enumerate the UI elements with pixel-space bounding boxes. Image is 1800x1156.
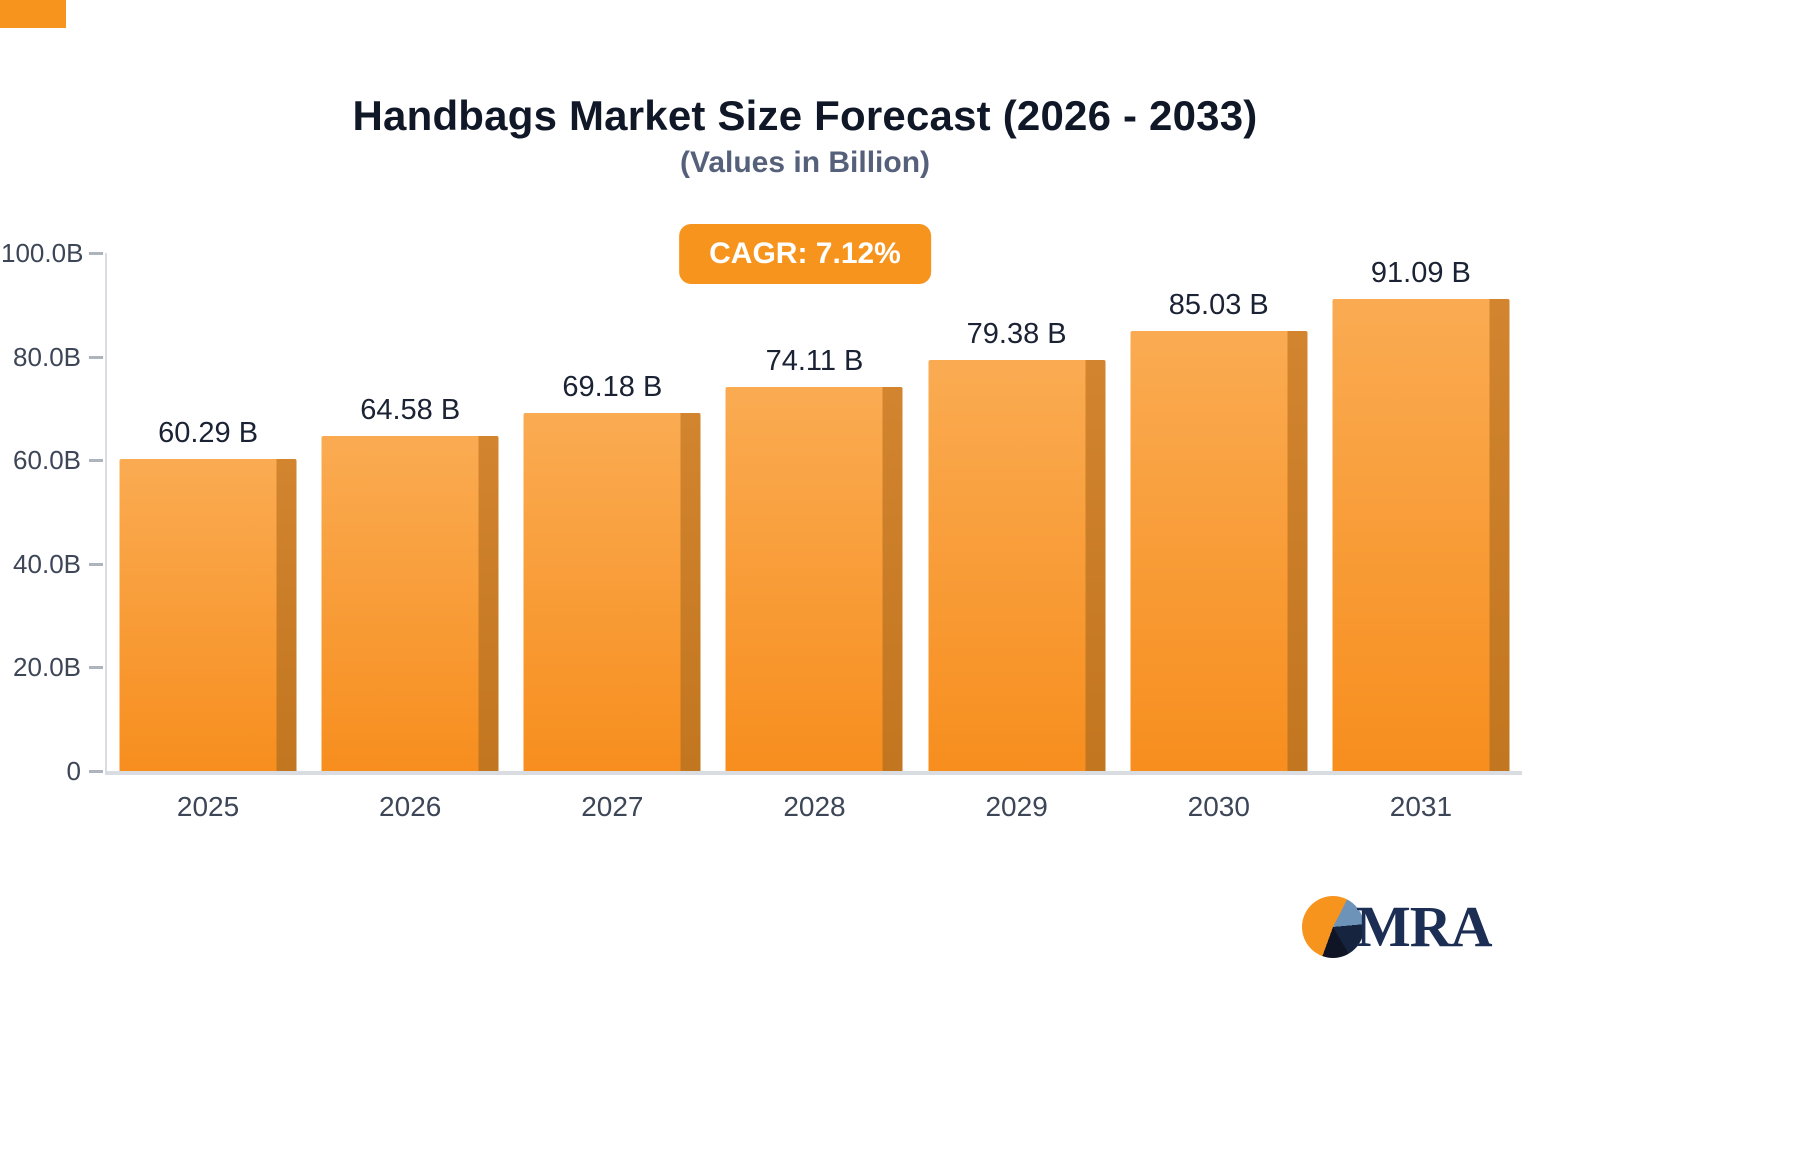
- y-axis-label: 100.0B: [1, 238, 84, 268]
- corner-accent: [0, 0, 66, 28]
- x-axis-label: 2031: [1389, 791, 1453, 822]
- y-axis-label: 60.0B: [13, 445, 81, 476]
- cagr-badge: CAGR: 7.12%: [679, 224, 931, 284]
- bar: 79.38 B: [928, 318, 1106, 771]
- y-axis-tick: [89, 459, 103, 463]
- bar-side-shade: [478, 436, 499, 771]
- x-axis-label: 2026: [379, 791, 442, 822]
- bar: 64.58 B: [321, 394, 499, 771]
- y-axis-label: 40.0B: [13, 548, 81, 579]
- bar: 60.29 B: [119, 417, 297, 771]
- bar-side-shade: [680, 412, 701, 771]
- chart-subtitle: (Values in Billion): [679, 146, 931, 179]
- y-axis-tick: [89, 252, 103, 255]
- x-axis-label: 2029: [985, 791, 1048, 822]
- bar-side-shade: [1287, 330, 1308, 771]
- x-axis-label: 2027: [581, 791, 644, 822]
- bar-group: 69.18 B 2027: [511, 253, 713, 822]
- bar-side-shade: [276, 458, 297, 771]
- x-axis-label: 2025: [176, 791, 240, 822]
- bar: 91.09 B: [1332, 257, 1510, 771]
- bar-group: 85.03 B 2030: [1118, 253, 1320, 822]
- bar-value-label: 60.29 B: [158, 416, 259, 449]
- chart-title: Handbags Market Size Forecast (2026 - 20…: [352, 92, 1258, 139]
- y-axis-label: 20.0B: [13, 652, 81, 683]
- bars-row: 60.29 B 2025 64.58 B 2026 69.18 B 2027 74.11 B…: [107, 253, 1522, 822]
- brand-logo-text: MRA: [1356, 894, 1493, 959]
- bar: 69.18 B: [523, 371, 701, 771]
- bar-value-label: 64.58 B: [360, 394, 461, 427]
- bar-side-shade: [1085, 359, 1106, 771]
- y-axis-tick: [89, 770, 103, 773]
- y-axis-label: 0: [66, 756, 81, 786]
- bar-group: 74.11 B 2028: [713, 253, 915, 822]
- bar-side-shade: [1489, 299, 1510, 771]
- bar-value-label: 74.11 B: [765, 345, 864, 378]
- pie-circle-icon: [1302, 895, 1364, 958]
- bar-group: 79.38 B 2029: [916, 253, 1118, 822]
- y-axis-tick: [89, 666, 103, 670]
- bar-side-shade: [882, 387, 903, 771]
- bar-group: 60.29 B 2025: [107, 253, 309, 822]
- x-axis-label: 2028: [783, 791, 846, 822]
- bar-value-label: 69.18 B: [562, 370, 663, 403]
- y-axis-tick: [89, 562, 103, 566]
- bar-value-label: 85.03 B: [1168, 288, 1269, 321]
- bar-value-label: 79.38 B: [966, 317, 1067, 350]
- x-axis-label: 2030: [1187, 791, 1250, 822]
- y-axis-label: 80.0B: [13, 341, 81, 372]
- bar: 74.11 B: [725, 345, 903, 771]
- bar-group: 64.58 B 2026: [309, 253, 511, 822]
- bar: 85.03 B: [1130, 289, 1308, 771]
- y-axis-tick: [89, 355, 103, 359]
- y-axis: 0 20.0B 40.0B 60.0B 80.0B 100.0B: [0, 239, 103, 785]
- plot-area: 60.29 B 2025 64.58 B 2026 69.18 B 2027 74.11 B…: [105, 253, 1522, 822]
- bar-value-label: 91.09 B: [1370, 257, 1471, 290]
- bar-group: 91.09 B 2031: [1320, 253, 1522, 822]
- brand-logo: MRA: [1302, 893, 1493, 960]
